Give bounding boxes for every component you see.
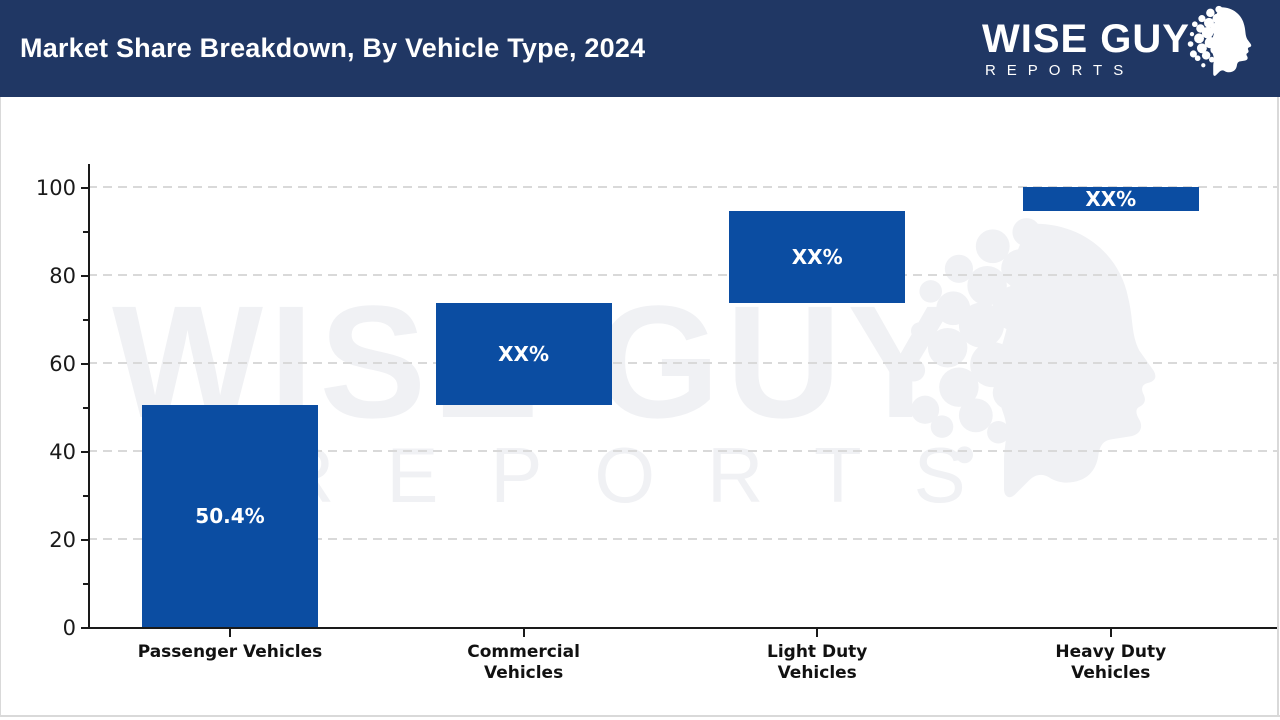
x-axis-tick: [229, 629, 231, 637]
header-bar: Market Share Breakdown, By Vehicle Type,…: [0, 0, 1280, 97]
waterfall-chart: 0 20 40 60 80 100 50.4% Passenger Vehicles XX% Co…: [0, 97, 1280, 720]
x-axis-category-label-line: Vehicles: [1071, 663, 1151, 683]
watermark-head-icon: [902, 218, 1156, 498]
x-axis-category-label-line: Vehicles: [777, 663, 857, 683]
head-profile-icon: [1187, 5, 1252, 76]
x-axis-category-label: Passenger Vehicles: [110, 642, 350, 663]
y-axis-minor-tick: [83, 407, 88, 409]
bar-commercial-vehicles: XX%: [435, 303, 612, 406]
gridline: [88, 362, 1277, 364]
page-title: Market Share Breakdown, By Vehicle Type,…: [20, 33, 646, 63]
bar-value-label: 50.4%: [195, 504, 265, 529]
bar-value-label: XX%: [498, 342, 550, 367]
y-axis-line: [88, 164, 90, 629]
y-axis-tick: [81, 275, 88, 277]
y-axis-tick-label: 0: [62, 616, 76, 640]
logo-name: WISE GUY: [981, 17, 1190, 61]
bar-passenger-vehicles: 50.4%: [142, 405, 318, 627]
gridline: [88, 186, 1277, 188]
y-axis-tick-label: 40: [49, 440, 76, 464]
x-axis-category-label: Light Duty Vehicles: [697, 642, 937, 684]
y-axis-tick: [81, 187, 88, 189]
bar-value-label: XX%: [1085, 186, 1137, 211]
y-axis-minor-tick: [83, 231, 88, 233]
x-axis-category-label-line: Commercial: [467, 642, 580, 662]
x-axis-tick: [522, 629, 525, 637]
wise-guy-reports-logo: WISE GUY REPORTS: [982, 3, 1266, 95]
y-axis-tick: [81, 539, 88, 541]
y-axis-tick: [81, 451, 88, 453]
y-axis-tick: [81, 627, 88, 629]
gridline: [88, 538, 1277, 540]
x-axis-category-label-line: Heavy Duty: [1055, 642, 1167, 662]
x-axis-line: [88, 627, 1277, 629]
x-axis-category-label-line: Passenger Vehicles: [137, 642, 323, 662]
gridline: [88, 450, 1277, 452]
y-axis-minor-tick: [83, 583, 88, 585]
logo-text: WISE GUY REPORTS: [982, 19, 1190, 78]
bar-value-label: XX%: [791, 244, 843, 269]
y-axis-tick: [81, 363, 88, 365]
bar-heavy-duty-vehicles: XX%: [1022, 186, 1199, 211]
y-axis-tick-label: 60: [49, 352, 76, 376]
x-axis-tick: [816, 629, 819, 637]
x-axis-category-label: Heavy Duty Vehicles: [991, 642, 1231, 684]
y-axis-minor-tick: [83, 495, 88, 497]
gridline: [88, 274, 1277, 276]
y-axis-tick-label: 100: [35, 176, 76, 200]
y-axis-tick-label: 20: [49, 528, 76, 552]
y-axis-minor-tick: [83, 319, 88, 321]
border-right-line: [1277, 97, 1279, 717]
border-bottom-line: [0, 715, 1280, 717]
x-axis-tick: [1109, 629, 1112, 637]
x-axis-category-label-line: Vehicles: [483, 663, 564, 683]
x-axis-category-label-line: Light Duty: [766, 642, 868, 662]
border-left-line: [0, 97, 1, 717]
bar-light-duty-vehicles: XX%: [729, 210, 906, 304]
y-axis-tick-label: 80: [49, 264, 76, 288]
logo-subtitle: REPORTS: [984, 62, 1135, 79]
x-axis-category-label: Commercial Vehicles: [404, 642, 644, 684]
